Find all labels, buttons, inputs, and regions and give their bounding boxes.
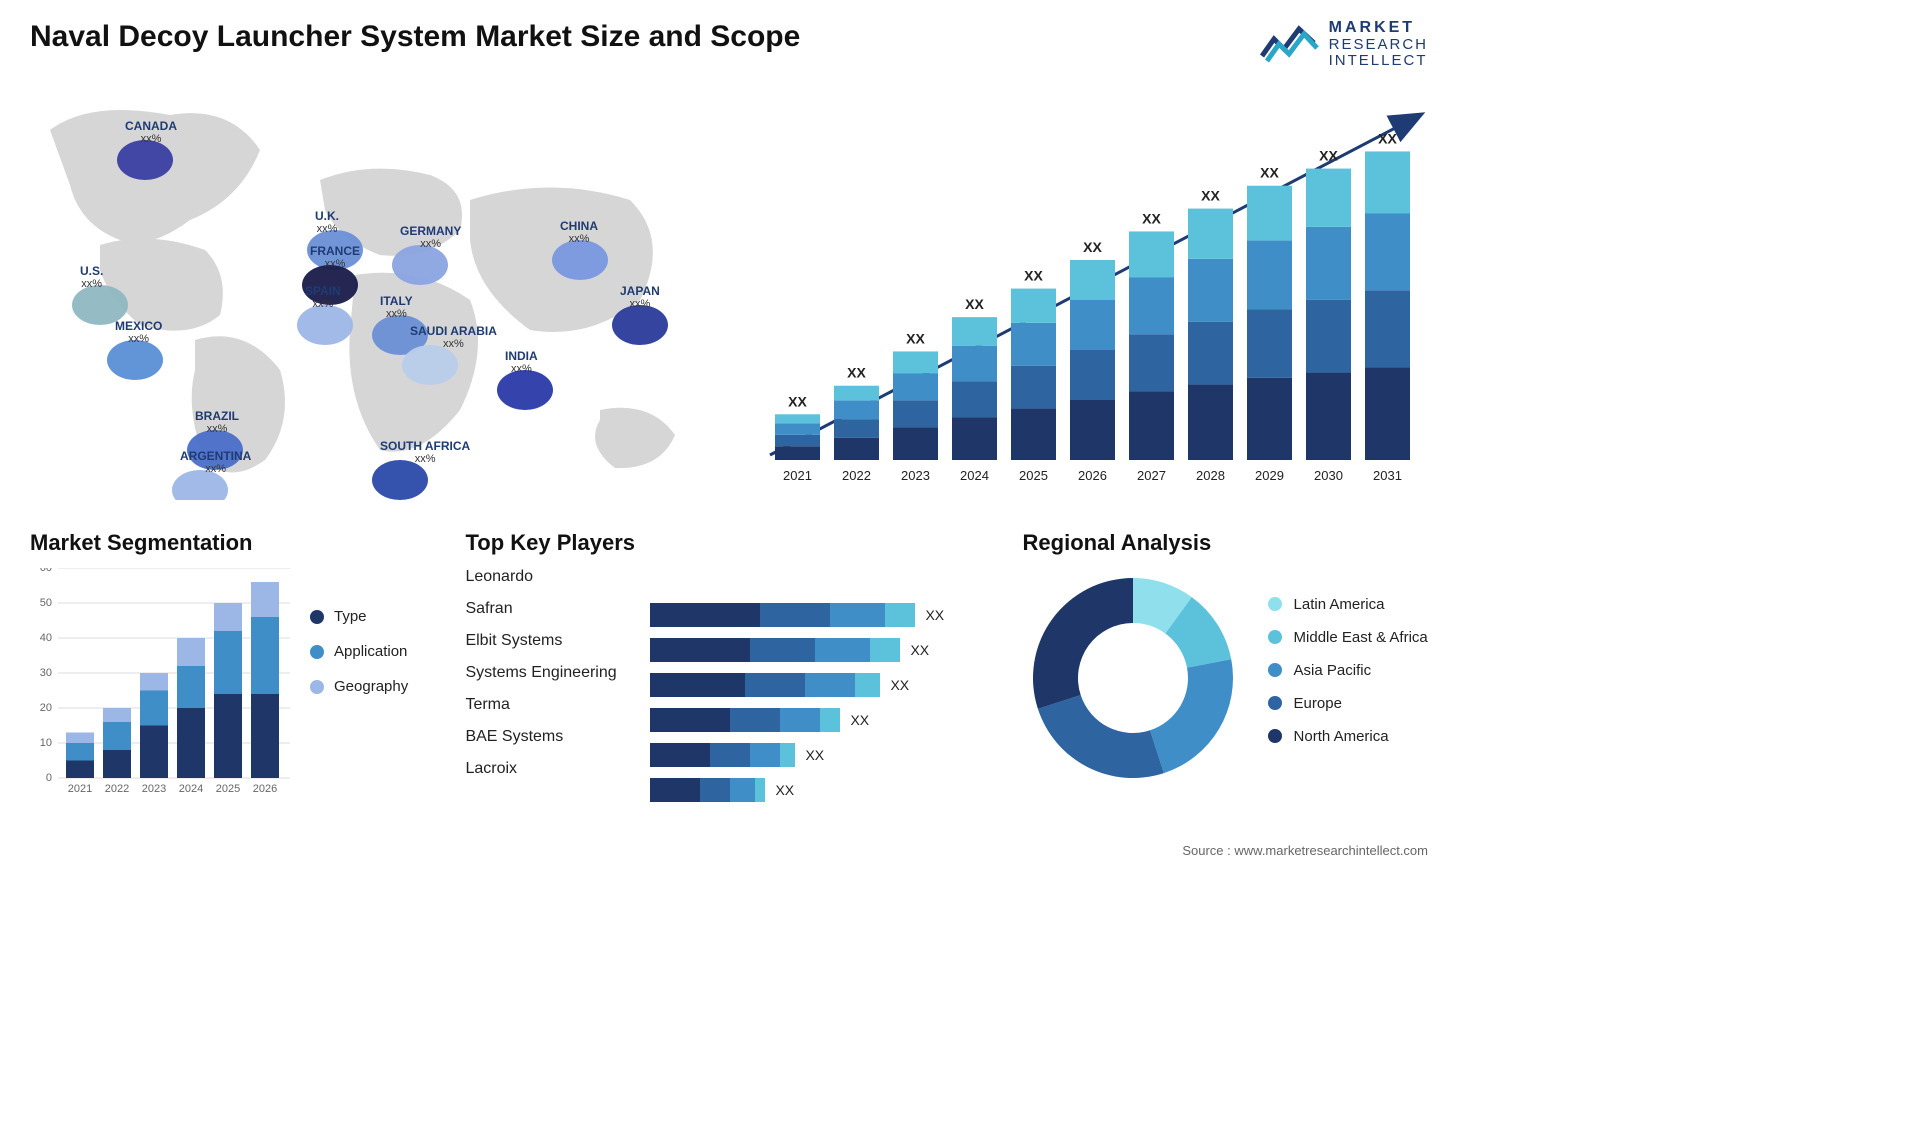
svg-text:2025: 2025	[216, 783, 240, 795]
svg-text:XX: XX	[847, 365, 866, 381]
svg-text:20: 20	[40, 702, 52, 714]
player-name: Elbit Systems	[465, 632, 635, 650]
country-label: U.K.xx%	[315, 210, 339, 235]
svg-text:2024: 2024	[179, 783, 203, 795]
player-name: Leonardo	[465, 568, 635, 586]
svg-text:XX: XX	[965, 296, 984, 312]
legend-item: Geography	[310, 678, 408, 695]
svg-text:2029: 2029	[1255, 468, 1284, 483]
country-label: U.S.xx%	[80, 265, 103, 290]
player-bar-row: XX	[650, 708, 992, 732]
svg-text:XX: XX	[788, 393, 807, 409]
country-label: CHINAxx%	[560, 220, 598, 245]
segmentation-title: Market Segmentation	[30, 530, 435, 556]
segmentation-chart: 0 10 20 30 40 50 60 2021 2022 2023 2024 2025 2026	[30, 568, 290, 798]
svg-text:XX: XX	[1201, 188, 1220, 204]
legend-item: Middle East & Africa	[1268, 629, 1428, 646]
segmentation-legend: Type Application Geography	[310, 608, 408, 798]
brand-logo: MARKET RESEARCH INTELLECT	[1259, 20, 1428, 68]
country-label: ITALYxx%	[380, 295, 413, 320]
legend-item: Asia Pacific	[1268, 662, 1428, 679]
brand-line3: INTELLECT	[1329, 53, 1428, 69]
players-title: Top Key Players	[465, 530, 992, 556]
legend-item: Europe	[1268, 695, 1428, 712]
svg-text:2027: 2027	[1137, 468, 1166, 483]
growth-svg: XX 2021 XX 2022 XX 2023 XX 2024 XX 2025 XX 2026 XX 20…	[760, 100, 1430, 490]
svg-text:40: 40	[40, 632, 52, 644]
regional-title: Regional Analysis	[1023, 530, 1428, 556]
player-name: Lacroix	[465, 760, 635, 778]
svg-text:XX: XX	[906, 330, 925, 346]
segmentation-section: Market Segmentation 0 10 20 30 40 50 60 2021 202…	[30, 530, 435, 813]
country-label: MEXICOxx%	[115, 320, 162, 345]
country-label: INDIAxx%	[505, 350, 538, 375]
legend-item: Type	[310, 608, 408, 625]
svg-text:2026: 2026	[1078, 468, 1107, 483]
brand-line2: RESEARCH	[1329, 37, 1428, 53]
player-name: BAE Systems	[465, 728, 635, 746]
source-line: Source : www.marketresearchintellect.com	[1182, 843, 1428, 858]
svg-text:2021: 2021	[68, 783, 92, 795]
svg-text:XX: XX	[1024, 268, 1043, 284]
player-name: Systems Engineering	[465, 664, 635, 682]
page-title: Naval Decoy Launcher System Market Size …	[30, 20, 800, 54]
svg-text:2030: 2030	[1314, 468, 1343, 483]
lower-sections: Market Segmentation 0 10 20 30 40 50 60 2021 202…	[30, 530, 1428, 813]
svg-text:2024: 2024	[960, 468, 989, 483]
country-label: JAPANxx%	[620, 285, 660, 310]
svg-text:2025: 2025	[1019, 468, 1048, 483]
svg-text:30: 30	[40, 667, 52, 679]
brand-line1: MARKET	[1329, 20, 1428, 37]
svg-text:XX: XX	[1260, 165, 1279, 181]
player-name: Safran	[465, 600, 635, 618]
player-bar-row: XX	[650, 743, 992, 767]
country-label: BRAZILxx%	[195, 410, 239, 435]
svg-text:XX: XX	[1378, 130, 1397, 146]
svg-text:2028: 2028	[1196, 468, 1225, 483]
world-map: CANADAxx% U.S.xx% MEXICOxx% BRAZILxx% ARGENT…	[30, 90, 730, 500]
growth-chart: XX 2021 XX 2022 XX 2023 XX 2024 XX 2025 XX 2026 XX 20…	[760, 100, 1430, 490]
svg-text:50: 50	[40, 597, 52, 609]
svg-text:XX: XX	[1083, 239, 1102, 255]
svg-text:0: 0	[46, 772, 52, 784]
svg-text:2031: 2031	[1373, 468, 1402, 483]
country-label: SAUDI ARABIAxx%	[410, 325, 497, 350]
svg-text:XX: XX	[1319, 148, 1338, 164]
legend-item: North America	[1268, 728, 1428, 745]
country-label: CANADAxx%	[125, 120, 177, 145]
svg-text:2021: 2021	[783, 468, 812, 483]
regional-section: Regional Analysis Latin America Middle Ea…	[1023, 530, 1428, 813]
svg-text:60: 60	[40, 568, 52, 574]
header: Naval Decoy Launcher System Market Size …	[30, 20, 1428, 68]
svg-text:10: 10	[40, 737, 52, 749]
svg-text:2023: 2023	[901, 468, 930, 483]
country-label: ARGENTINAxx%	[180, 450, 251, 475]
player-bar-row	[650, 568, 992, 592]
country-label: SPAINxx%	[305, 285, 341, 310]
svg-text:2022: 2022	[842, 468, 871, 483]
players-section: Top Key Players Leonardo Safran Elbit Syst…	[465, 530, 992, 813]
player-bar-row: XX	[650, 673, 992, 697]
player-bar-row: XX	[650, 603, 992, 627]
players-bars: XX XX XX XX XX XX	[650, 568, 992, 813]
svg-text:2026: 2026	[253, 783, 277, 795]
player-bar-row: XX	[650, 778, 992, 802]
player-bar-row: XX	[650, 638, 992, 662]
players-names: Leonardo Safran Elbit Systems Systems Engin…	[465, 568, 635, 813]
svg-text:XX: XX	[1142, 210, 1161, 226]
regional-legend: Latin America Middle East & Africa Asia Pa…	[1268, 596, 1428, 761]
brand-mark-icon	[1259, 21, 1319, 67]
player-name: Terma	[465, 696, 635, 714]
legend-item: Application	[310, 643, 408, 660]
legend-item: Latin America	[1268, 596, 1428, 613]
country-label: FRANCExx%	[310, 245, 360, 270]
country-label: GERMANYxx%	[400, 225, 461, 250]
regional-donut	[1023, 568, 1243, 788]
svg-text:2022: 2022	[105, 783, 129, 795]
svg-text:2023: 2023	[142, 783, 166, 795]
country-label: SOUTH AFRICAxx%	[380, 440, 470, 465]
